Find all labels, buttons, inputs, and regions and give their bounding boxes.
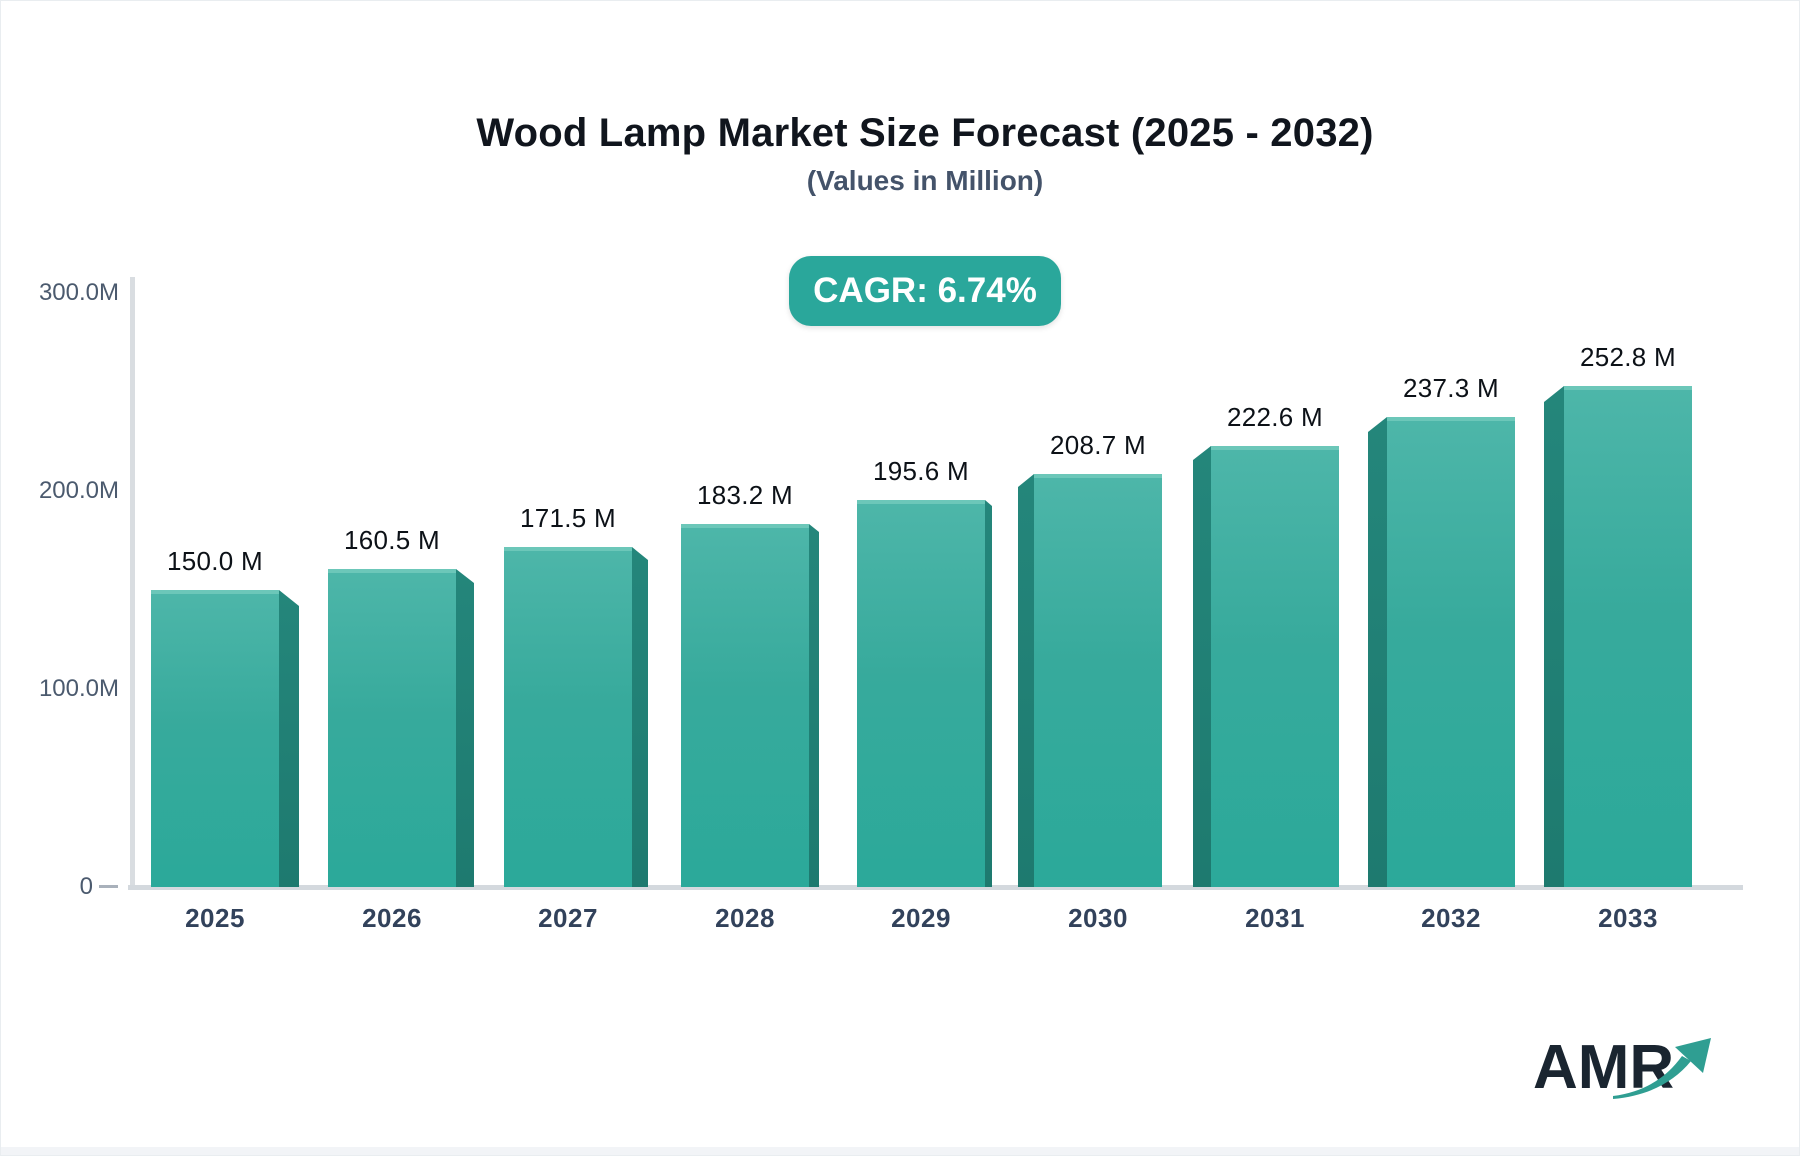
bar-value-label: 237.3 M: [1402, 373, 1500, 403]
bar-2030[interactable]: [1034, 474, 1162, 887]
bottom-edge-strip: [1, 1147, 1799, 1155]
bar-2031[interactable]: [1211, 446, 1339, 887]
growth-arrow-icon: [1613, 1038, 1711, 1099]
bar-side-3d: [1018, 474, 1034, 887]
x-axis-label: 2033: [1598, 903, 1658, 933]
bar-2029[interactable]: [857, 500, 985, 887]
bar-value-label: 171.5 M: [519, 503, 617, 533]
y-axis-zero-tick: [99, 885, 118, 888]
bar-2025[interactable]: [151, 590, 279, 887]
bar-side-3d: [456, 569, 474, 887]
bar-value-label: 195.6 M: [872, 456, 970, 486]
x-axis-label: 2032: [1421, 903, 1481, 933]
amr-logo: AMR: [1533, 1033, 1733, 1113]
x-axis-label: 2025: [185, 903, 245, 933]
chart-subtitle: (Values in Million): [806, 165, 1044, 196]
bar-side-3d: [985, 500, 992, 887]
bar-side-3d: [279, 590, 299, 887]
x-axis-label: 2027: [538, 903, 598, 933]
y-axis-label: 100.0M: [38, 675, 119, 702]
bar-value-label: 150.0 M: [166, 546, 264, 576]
bar-2027[interactable]: [504, 547, 632, 887]
y-axis-label: 200.0M: [38, 477, 119, 504]
chart-title: Wood Lamp Market Size Forecast (2025 - 2…: [476, 111, 1374, 155]
y-axis-line: [130, 277, 135, 890]
y-axis-label: 0: [79, 873, 93, 900]
bar-value-label: 160.5 M: [343, 525, 441, 555]
bar-value-label: 222.6 M: [1226, 402, 1324, 432]
x-axis-label: 2030: [1068, 903, 1128, 933]
chart-header: Wood Lamp Market Size Forecast (2025 - 2…: [49, 1, 1799, 197]
bar-value-label: 208.7 M: [1049, 430, 1147, 460]
bar-side-3d: [1193, 446, 1211, 887]
x-axis-label: 2031: [1245, 903, 1305, 933]
bar-2028[interactable]: [681, 524, 809, 887]
bar-side-3d: [1368, 417, 1387, 887]
bar-side-3d: [809, 524, 819, 887]
x-axis-label: 2028: [715, 903, 775, 933]
cagr-badge: CAGR: 6.74%: [789, 256, 1061, 326]
amr-logo-text: AMR: [1533, 1033, 1675, 1102]
bar-value-label: 252.8 M: [1579, 342, 1677, 372]
bar-2026[interactable]: [328, 569, 456, 887]
bar-2033[interactable]: [1564, 386, 1692, 887]
y-axis-label: 300.0M: [38, 279, 119, 306]
x-axis-line: [128, 885, 1743, 890]
x-axis-label: 2029: [891, 903, 951, 933]
bar-value-label: 183.2 M: [696, 480, 794, 510]
x-axis-label: 2026: [362, 903, 422, 933]
bar-2032[interactable]: [1387, 417, 1515, 887]
bar-side-3d: [1544, 386, 1564, 887]
bar-side-3d: [632, 547, 648, 887]
